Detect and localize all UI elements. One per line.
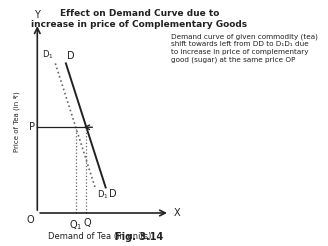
Text: Y: Y: [34, 10, 40, 20]
Text: Q: Q: [84, 218, 92, 228]
Text: D: D: [67, 51, 75, 61]
Text: D: D: [109, 189, 116, 199]
Text: Q$_1$: Q$_1$: [69, 218, 82, 232]
Text: D$_1$: D$_1$: [97, 189, 109, 201]
Text: D$_1$: D$_1$: [42, 48, 54, 61]
Text: X: X: [174, 208, 181, 218]
Text: Demand of Tea (in units): Demand of Tea (in units): [48, 232, 151, 242]
Text: Effect on Demand Curve due to
increase in price of Complementary Goods: Effect on Demand Curve due to increase i…: [31, 9, 248, 29]
Text: O: O: [27, 215, 34, 225]
Text: P: P: [29, 122, 34, 132]
Text: Price of Tea (in ₹): Price of Tea (in ₹): [13, 92, 20, 152]
Text: Fig. 3.14: Fig. 3.14: [115, 232, 164, 242]
Text: Demand curve of given commodity (tea)
shift towards left from DD to D₁D₁ due
to : Demand curve of given commodity (tea) sh…: [171, 33, 318, 63]
